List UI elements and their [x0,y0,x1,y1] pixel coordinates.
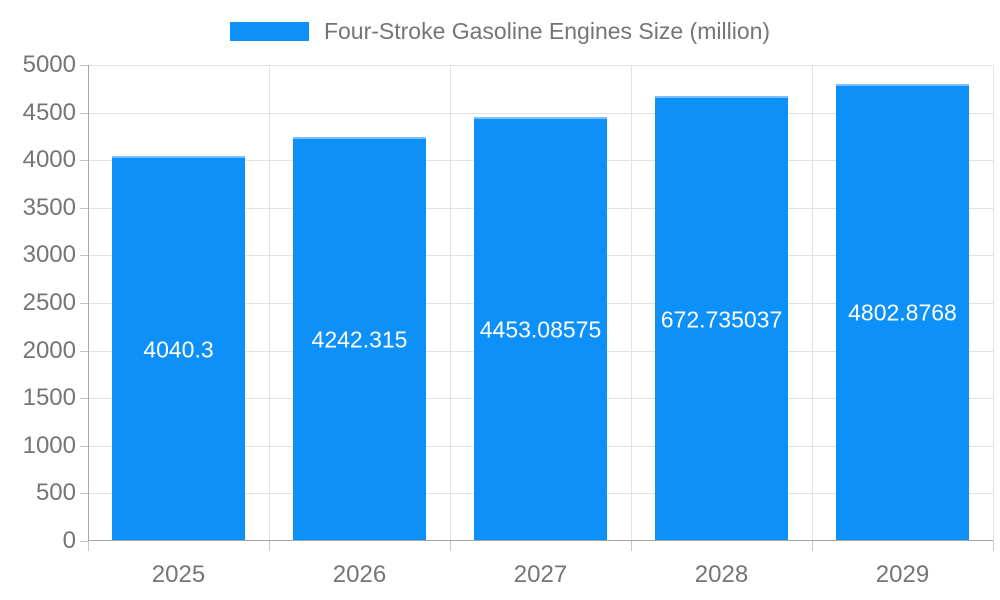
y-tick-mark [80,541,88,542]
y-tick-mark [80,350,88,352]
y-tick-mark [80,255,88,257]
x-tick-mark [631,541,632,551]
y-tick-label: 5000 [22,51,76,78]
y-gridline [88,112,993,114]
y-tick-mark [80,445,88,447]
x-tick-mark [812,541,813,551]
y-tick-label: 500 [35,479,76,507]
y-tick-label: 1000 [22,431,76,459]
x-tick-mark [993,541,994,551]
x-gridline [631,65,632,541]
x-tick-label-2028: 2028 [694,561,749,588]
x-gridline [450,65,451,541]
x-gridline [993,65,994,541]
bar-2025[interactable]: 4040.3 [112,156,245,541]
y-tick-label: 2500 [22,289,76,316]
y-tick-label: 2000 [22,336,76,364]
x-axis-line [88,540,993,541]
legend-swatch-icon [229,22,309,41]
y-tick-label: 4000 [22,146,76,174]
bar-value-label: 4802.8768 [848,299,957,326]
y-tick-mark [80,493,88,495]
bar-2028[interactable]: 672.735037 [655,96,788,541]
x-tick-mark [88,541,89,551]
x-tick-mark [269,541,270,551]
y-axis-line [88,65,89,541]
chart-legend[interactable]: Four-Stroke Gasoline Engines Size (milli… [0,18,1000,45]
x-gridline [812,65,813,541]
x-gridline [269,65,270,541]
y-tick-label: 3500 [22,193,76,221]
y-tick-mark [80,398,88,400]
bar-2029[interactable]: 4802.8768 [836,83,969,541]
y-tick-mark [80,65,88,66]
bar-2027[interactable]: 4453.08575 [474,117,607,541]
x-tick-label-2027: 2027 [513,561,568,588]
bar-value-label: 4040.3 [143,336,214,363]
y-tick-mark [80,303,88,304]
bar-value-label: 4242.315 [311,326,408,353]
x-tick-label-2025: 2025 [151,561,206,588]
y-tick-mark [80,112,88,114]
y-tick-label: 3000 [22,241,76,269]
bar-value-label: 4453.08575 [479,316,602,343]
x-tick-label-2029: 2029 [875,561,930,588]
bar-value-label: 672.735037 [660,306,783,333]
x-tick-mark [450,541,451,551]
legend-label: Four-Stroke Gasoline Engines Size (milli… [323,18,771,44]
y-tick-mark [80,160,88,162]
y-tick-label: 1500 [22,384,76,412]
y-gridline [88,65,993,66]
y-tick-label: 4500 [22,98,76,126]
plot-area: 4040.3 4242.315 4453.08575 672.735037 4802.8… [88,65,994,541]
y-tick-label: 0 [62,527,76,554]
y-tick-mark [80,207,88,209]
x-tick-label-2026: 2026 [332,561,387,588]
bar-2026[interactable]: 4242.315 [293,137,426,541]
